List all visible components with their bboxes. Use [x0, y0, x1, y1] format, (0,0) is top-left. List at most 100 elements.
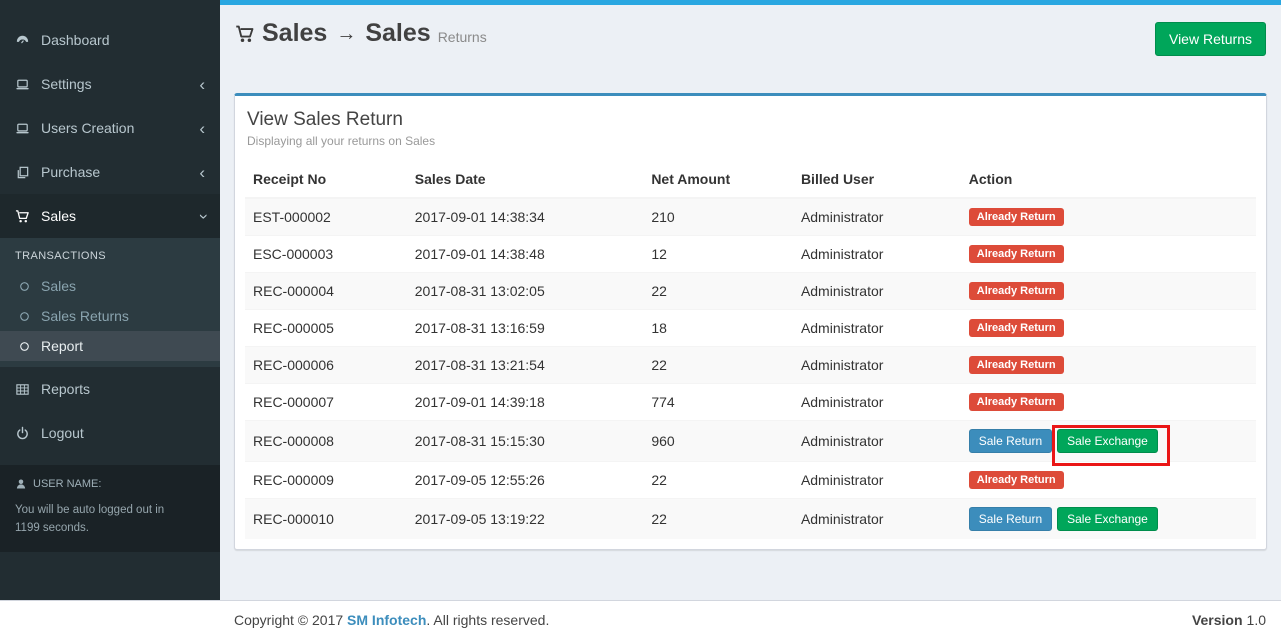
footer: Copyright © 2017 SM Infotech. All rights…	[0, 600, 1281, 639]
cell-sales-date: 2017-09-01 14:39:18	[406, 382, 644, 420]
page-title: Sales	[365, 19, 431, 47]
sidebar-item-users-creation[interactable]: Users Creation ‹	[0, 106, 220, 150]
sidebar-item-sales[interactable]: Sales ‹	[0, 194, 220, 238]
cell-receipt-no: REC-000008	[245, 419, 407, 461]
sale-exchange-button[interactable]: Sale Exchange	[1057, 428, 1158, 453]
laptop-icon	[15, 77, 41, 92]
already-return-badge: Already Return	[968, 245, 1064, 263]
already-return-badge: Already Return	[968, 356, 1064, 374]
top-accent-bar	[220, 0, 1281, 5]
cell-net-amount: 18	[643, 308, 793, 346]
cell-actions: Already Return	[960, 234, 1256, 272]
cell-receipt-no: REC-000004	[245, 271, 407, 309]
sidebar-subitem-report[interactable]: Report	[0, 331, 220, 361]
cell-actions: Already Return	[960, 271, 1256, 309]
content-header: Sales → Sales Returns View Returns	[220, 5, 1281, 56]
cell-receipt-no: REC-000005	[245, 308, 407, 346]
cell-sales-date: 2017-08-31 13:16:59	[406, 308, 644, 346]
sales-return-panel: View Sales Return Displaying all your re…	[234, 93, 1267, 550]
brand-link[interactable]: SM Infotech	[347, 612, 427, 628]
cell-net-amount: 210	[643, 197, 793, 235]
table-row: REC-000009 2017-09-05 12:55:26 22 Administr…	[245, 460, 1256, 498]
sidebar-subitem-label: Report	[41, 338, 84, 354]
already-return-badge: Already Return	[968, 319, 1064, 337]
cell-sales-date: 2017-09-01 14:38:48	[406, 234, 644, 272]
auto-logout-notice: You will be auto logged out in 1199 seco…	[15, 504, 165, 534]
cell-sales-date: 2017-09-01 14:38:34	[406, 197, 644, 235]
cell-net-amount: 774	[643, 382, 793, 420]
already-return-badge: Already Return	[968, 208, 1064, 227]
cell-actions: Already Return	[960, 197, 1256, 235]
view-returns-button[interactable]: View Returns	[1154, 22, 1266, 56]
user-icon	[15, 478, 27, 490]
cell-actions: Already Return	[960, 345, 1256, 383]
sale-return-button[interactable]: Sale Return	[968, 506, 1053, 531]
circle-o-icon	[19, 341, 41, 352]
version-text: Version 1.0	[1191, 612, 1266, 628]
cart-icon	[235, 24, 255, 44]
sidebar-item-purchase[interactable]: Purchase ‹	[0, 150, 220, 194]
cell-net-amount: 22	[643, 271, 793, 309]
sidebar-item-label: Purchase	[41, 164, 101, 180]
sidebar-subitem-label: Sales	[41, 278, 77, 294]
dashboard-icon	[15, 33, 41, 48]
cell-billed-user: Administrator	[792, 234, 961, 272]
sidebar-item-logout[interactable]: Logout	[0, 411, 220, 455]
table-row: ESC-000003 2017-09-01 14:38:48 12 Administr…	[245, 234, 1256, 272]
cell-receipt-no: REC-000006	[245, 345, 407, 383]
sidebar-menu: Dashboard Settings ‹ Users Creation ‹	[0, 0, 220, 455]
chevron-left-icon: ‹	[199, 162, 205, 182]
col-net-amount: Net Amount	[643, 161, 793, 199]
sidebar-subitem-label: Sales Returns	[41, 308, 129, 324]
sidebar-section-transactions: TRANSACTIONS	[15, 250, 106, 262]
breadcrumb: Sales → Sales Returns	[235, 19, 487, 48]
sidebar-item-label: Logout	[41, 425, 84, 441]
cell-net-amount: 22	[643, 497, 793, 539]
sidebar-item-label: Users Creation	[41, 120, 135, 136]
cell-actions: Sale Return Sale Exchange	[960, 419, 1256, 466]
power-icon	[15, 426, 41, 441]
highlight-annotation: Sale Exchange	[1052, 424, 1170, 466]
page-subtitle: Returns	[437, 29, 487, 45]
cell-net-amount: 960	[643, 419, 793, 461]
cell-net-amount: 22	[643, 460, 793, 498]
cell-actions: Already Return	[960, 460, 1256, 498]
cell-sales-date: 2017-08-31 13:21:54	[406, 345, 644, 383]
sales-submenu: TRANSACTIONS Sales Sales Returns	[0, 238, 220, 367]
cell-receipt-no: EST-000002	[245, 197, 407, 235]
chevron-left-icon: ‹	[199, 118, 205, 138]
chevron-down-icon: ‹	[192, 213, 212, 219]
cell-actions: Already Return	[960, 308, 1256, 346]
panel-subtitle: Displaying all your returns on Sales	[247, 134, 436, 148]
cell-sales-date: 2017-09-05 12:55:26	[406, 460, 644, 498]
cell-actions: Already Return	[960, 382, 1256, 420]
col-action: Action	[960, 161, 1256, 199]
sidebar-item-reports[interactable]: Reports	[0, 367, 220, 411]
table-row: REC-000006 2017-08-31 13:21:54 22 Administr…	[245, 345, 1256, 383]
already-return-badge: Already Return	[968, 471, 1064, 489]
sidebar-subitem-sales-returns[interactable]: Sales Returns	[0, 301, 220, 331]
cell-receipt-no: REC-000007	[245, 382, 407, 420]
col-billed-user: Billed User	[792, 161, 961, 199]
table-row: REC-000005 2017-08-31 13:16:59 18 Administr…	[245, 308, 1256, 346]
circle-o-icon	[19, 281, 41, 292]
cell-net-amount: 22	[643, 345, 793, 383]
sale-exchange-button[interactable]: Sale Exchange	[1057, 506, 1158, 531]
table-row: REC-000010 2017-09-05 13:19:22 22 Administr…	[245, 497, 1256, 539]
chevron-left-icon: ‹	[199, 74, 205, 94]
main-area: Sales → Sales Returns View Returns View …	[220, 0, 1281, 600]
cell-sales-date: 2017-08-31 15:15:30	[406, 419, 644, 461]
sale-return-button[interactable]: Sale Return	[968, 428, 1053, 453]
panel-title: View Sales Return	[247, 109, 403, 130]
sidebar-item-settings[interactable]: Settings ‹	[0, 62, 220, 106]
cell-billed-user: Administrator	[792, 271, 961, 309]
circle-o-icon	[19, 311, 41, 322]
already-return-badge: Already Return	[968, 393, 1064, 411]
sidebar-subitem-sales[interactable]: Sales	[0, 271, 220, 301]
cell-billed-user: Administrator	[792, 460, 961, 498]
returns-table-body: EST-000002 2017-09-01 14:38:34 210 Administ…	[245, 197, 1256, 539]
sidebar-item-dashboard[interactable]: Dashboard	[0, 18, 220, 62]
sidebar-user-block: USER NAME: You will be auto logged out i…	[0, 465, 220, 552]
laptop-icon	[15, 121, 41, 136]
